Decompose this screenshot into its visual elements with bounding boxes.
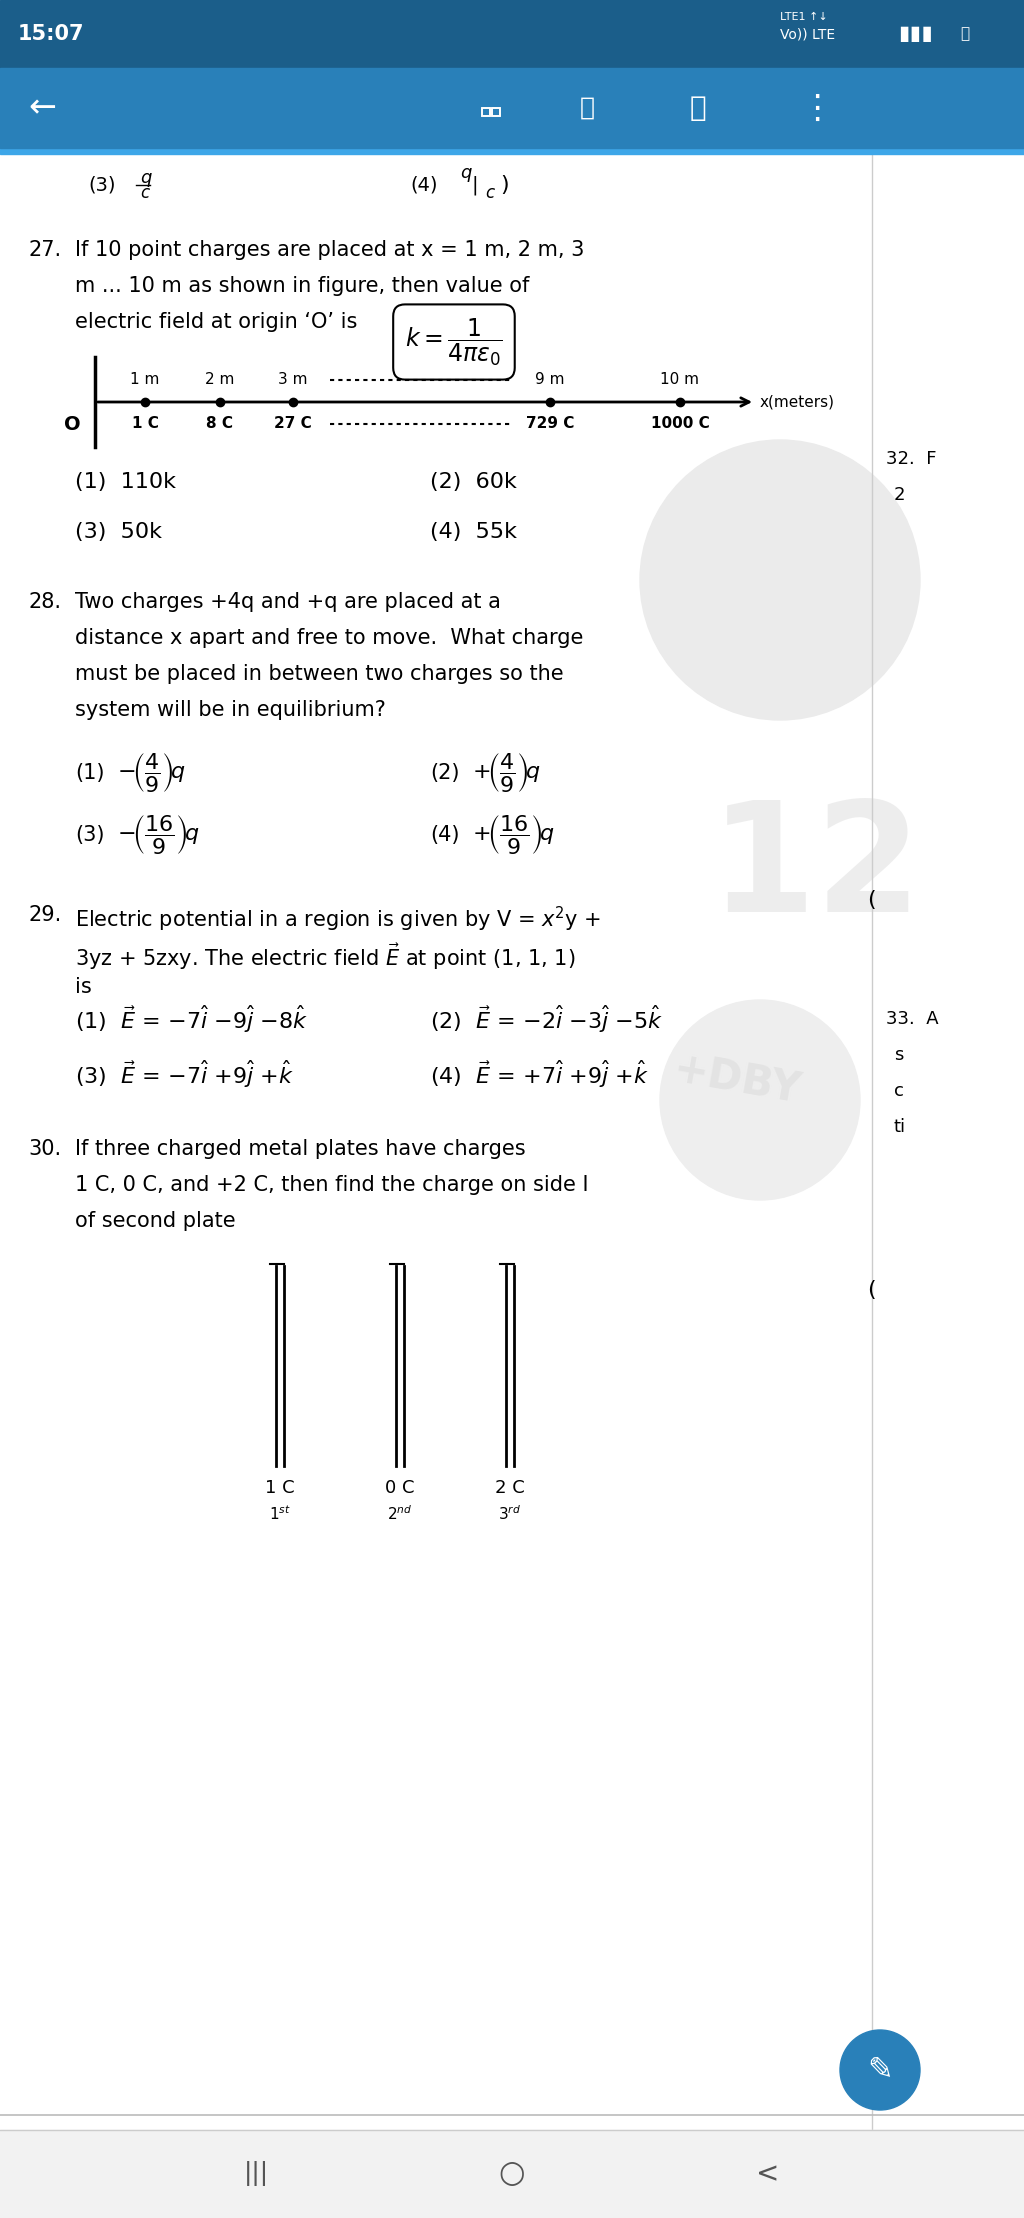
Text: Electric potential in a region is given by V = $x^2$y +: Electric potential in a region is given … — [75, 905, 601, 934]
Text: 1 C, 0 C, and +2 C, then find the charge on side I: 1 C, 0 C, and +2 C, then find the charge… — [75, 1176, 589, 1196]
Text: (3)  50k: (3) 50k — [75, 521, 162, 541]
Text: s: s — [894, 1047, 903, 1065]
Text: 2 C: 2 C — [496, 1479, 525, 1497]
Text: c: c — [140, 184, 150, 202]
Text: <: < — [757, 2160, 779, 2187]
Text: ⛅: ⛅ — [690, 93, 707, 122]
Text: (4)  55k: (4) 55k — [430, 521, 517, 541]
Text: 33.  A: 33. A — [886, 1009, 939, 1027]
Text: (3): (3) — [75, 825, 104, 845]
Text: (2)  $\vec{E}$ = $-2\hat{i}$ $-3\hat{j}$ $-5\hat{k}$: (2) $\vec{E}$ = $-2\hat{i}$ $-3\hat{j}$ … — [430, 1003, 663, 1036]
Text: |: | — [472, 175, 478, 195]
Bar — [0, 149, 1024, 153]
Text: 729 C: 729 C — [525, 417, 574, 433]
Text: of second plate: of second plate — [75, 1211, 236, 1231]
Text: 3$^{rd}$: 3$^{rd}$ — [499, 1504, 521, 1524]
Text: 1 m: 1 m — [130, 373, 160, 388]
Text: (: ( — [867, 889, 876, 909]
Text: Vo)) LTE: Vo)) LTE — [780, 27, 836, 40]
Text: 27.: 27. — [28, 240, 61, 260]
Text: 2: 2 — [894, 486, 905, 503]
Circle shape — [660, 1000, 860, 1200]
Text: 1000 C: 1000 C — [650, 417, 710, 433]
Text: (1)  110k: (1) 110k — [75, 472, 176, 492]
Text: q: q — [460, 164, 471, 182]
Text: ○: ○ — [499, 2160, 525, 2189]
Text: (2): (2) — [430, 763, 460, 783]
Text: ⋮: ⋮ — [800, 91, 834, 124]
Text: (1): (1) — [75, 763, 104, 783]
Text: If three charged metal plates have charges: If three charged metal plates have charg… — [75, 1140, 525, 1160]
Text: c: c — [485, 184, 495, 202]
Bar — [492, 109, 500, 115]
Text: (3): (3) — [88, 175, 116, 195]
Text: (4): (4) — [410, 175, 437, 195]
Text: 30.: 30. — [28, 1140, 61, 1160]
Text: 10 m: 10 m — [660, 373, 699, 388]
Text: O: O — [63, 415, 80, 433]
Text: 8 C: 8 C — [207, 417, 233, 433]
Text: 32.  F: 32. F — [886, 450, 937, 468]
Text: (1)  $\vec{E}$ = $-7\hat{i}$ $-9\hat{j}$ $-8\hat{k}$: (1) $\vec{E}$ = $-7\hat{i}$ $-9\hat{j}$ … — [75, 1003, 308, 1036]
Text: 12: 12 — [710, 796, 923, 945]
Text: If 10 point charges are placed at x = 1 m, 2 m, 3: If 10 point charges are placed at x = 1 … — [75, 240, 585, 260]
Text: 15:07: 15:07 — [18, 24, 85, 44]
Text: m ... 10 m as shown in figure, then value of: m ... 10 m as shown in figure, then valu… — [75, 275, 529, 295]
Text: Two charges +4q and +q are placed at a: Two charges +4q and +q are placed at a — [75, 592, 501, 612]
Text: 29.: 29. — [28, 905, 61, 925]
Text: 1 C: 1 C — [131, 417, 159, 433]
Text: 0 C: 0 C — [385, 1479, 415, 1497]
Text: $-\!\left(\dfrac{4}{9}\right)\!q$: $-\!\left(\dfrac{4}{9}\right)\!q$ — [117, 752, 185, 794]
Text: 28.: 28. — [28, 592, 61, 612]
Text: ti: ti — [894, 1118, 906, 1136]
Text: $k = \dfrac{1}{4\pi\varepsilon_0}$: $k = \dfrac{1}{4\pi\varepsilon_0}$ — [406, 317, 503, 368]
Text: $-\!\left(\dfrac{16}{9}\right)\!q$: $-\!\left(\dfrac{16}{9}\right)\!q$ — [117, 814, 200, 856]
Circle shape — [640, 439, 920, 721]
Text: $+\!\left(\dfrac{16}{9}\right)\!q$: $+\!\left(\dfrac{16}{9}\right)\!q$ — [472, 814, 554, 856]
Text: $+\!\left(\dfrac{4}{9}\right)\!q$: $+\!\left(\dfrac{4}{9}\right)\!q$ — [472, 752, 541, 794]
Bar — [492, 109, 500, 115]
Text: distance x apart and free to move.  What charge: distance x apart and free to move. What … — [75, 628, 584, 648]
Bar — [482, 109, 490, 115]
Text: is: is — [75, 976, 92, 998]
Text: ▋▋▋: ▋▋▋ — [900, 27, 935, 42]
Bar — [0, 69, 1024, 149]
Text: must be placed in between two charges so the: must be placed in between two charges so… — [75, 663, 563, 683]
Text: q: q — [140, 169, 152, 186]
Text: c: c — [894, 1082, 904, 1100]
Text: ←: ← — [28, 91, 56, 124]
Text: system will be in equilibrium?: system will be in equilibrium? — [75, 701, 386, 721]
Text: (4): (4) — [430, 825, 460, 845]
Text: (4)  $\vec{E}$ = $+7\hat{i}$ $+9\hat{j}$ $+\hat{k}$: (4) $\vec{E}$ = $+7\hat{i}$ $+9\hat{j}$ … — [430, 1058, 649, 1089]
Text: +DBY: +DBY — [670, 1049, 804, 1111]
Text: 🔋: 🔋 — [961, 27, 969, 42]
Text: 2$^{nd}$: 2$^{nd}$ — [387, 1504, 413, 1524]
Text: 27 C: 27 C — [274, 417, 312, 433]
Text: 2 m: 2 m — [206, 373, 234, 388]
Text: 🔍: 🔍 — [580, 95, 595, 120]
Text: LTE1 ↑↓: LTE1 ↑↓ — [780, 11, 827, 22]
Text: 9 m: 9 m — [536, 373, 565, 388]
Text: 1 C: 1 C — [265, 1479, 295, 1497]
Text: ): ) — [500, 175, 509, 195]
Text: (5): (5) — [860, 2085, 894, 2105]
Circle shape — [840, 2029, 920, 2109]
Text: 3 m: 3 m — [279, 373, 308, 388]
Bar — [482, 109, 490, 115]
Text: (2)  60k: (2) 60k — [430, 472, 517, 492]
Text: 1$^{st}$: 1$^{st}$ — [269, 1504, 291, 1524]
Bar — [0, 2129, 1024, 2218]
Text: electric field at origin ‘O’ is: electric field at origin ‘O’ is — [75, 313, 357, 333]
Text: |||: ||| — [244, 2163, 268, 2187]
Text: (: ( — [867, 1280, 876, 1300]
Text: 3yz + 5zxy. The electric field $\vec{E}$ at point (1, 1, 1): 3yz + 5zxy. The electric field $\vec{E}$… — [75, 940, 575, 971]
Text: ✎: ✎ — [867, 2056, 893, 2085]
Text: (3)  $\vec{E}$ = $-7\hat{i}$ $+9\hat{j}$ $+\hat{k}$: (3) $\vec{E}$ = $-7\hat{i}$ $+9\hat{j}$ … — [75, 1058, 294, 1089]
Text: x(meters): x(meters) — [760, 395, 835, 410]
Bar — [0, 0, 1024, 69]
